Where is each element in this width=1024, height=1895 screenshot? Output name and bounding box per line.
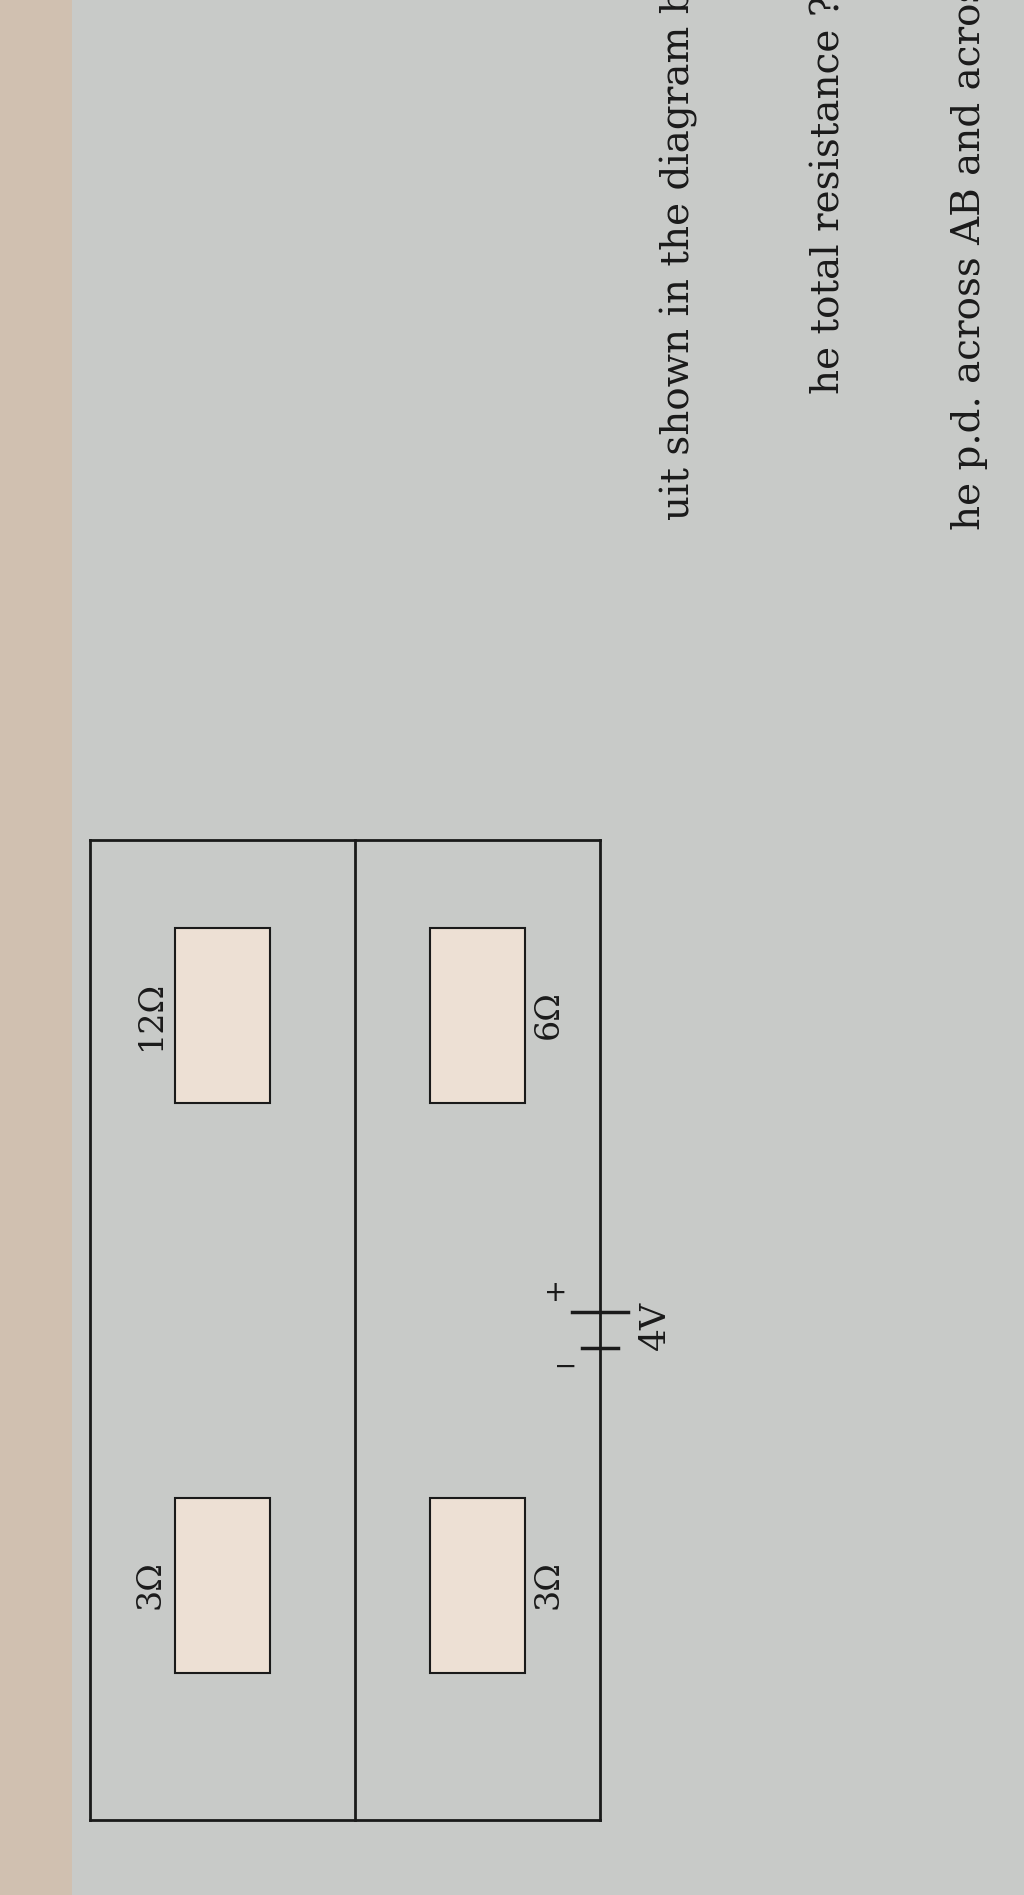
Text: 4V: 4V: [638, 1300, 672, 1349]
Text: 6Ω: 6Ω: [534, 991, 565, 1040]
Bar: [0, 0, 72, 1895]
Text: 12Ω: 12Ω: [135, 980, 167, 1050]
Text: 3Ω: 3Ω: [135, 1561, 167, 1609]
Text: 3Ω: 3Ω: [534, 1561, 565, 1609]
Bar: [430, 927, 525, 1103]
Bar: [175, 1497, 270, 1673]
Text: uit shown in the diagram below :: uit shown in the diagram below :: [660, 0, 698, 519]
Bar: [430, 1497, 525, 1673]
Text: he p.d. across AB and across AC ?: he p.d. across AB and across AC ?: [950, 0, 987, 531]
Text: he total resistance ?: he total resistance ?: [810, 0, 847, 394]
Text: −: −: [554, 1353, 577, 1381]
Text: +: +: [544, 1279, 567, 1308]
Bar: [175, 927, 270, 1103]
